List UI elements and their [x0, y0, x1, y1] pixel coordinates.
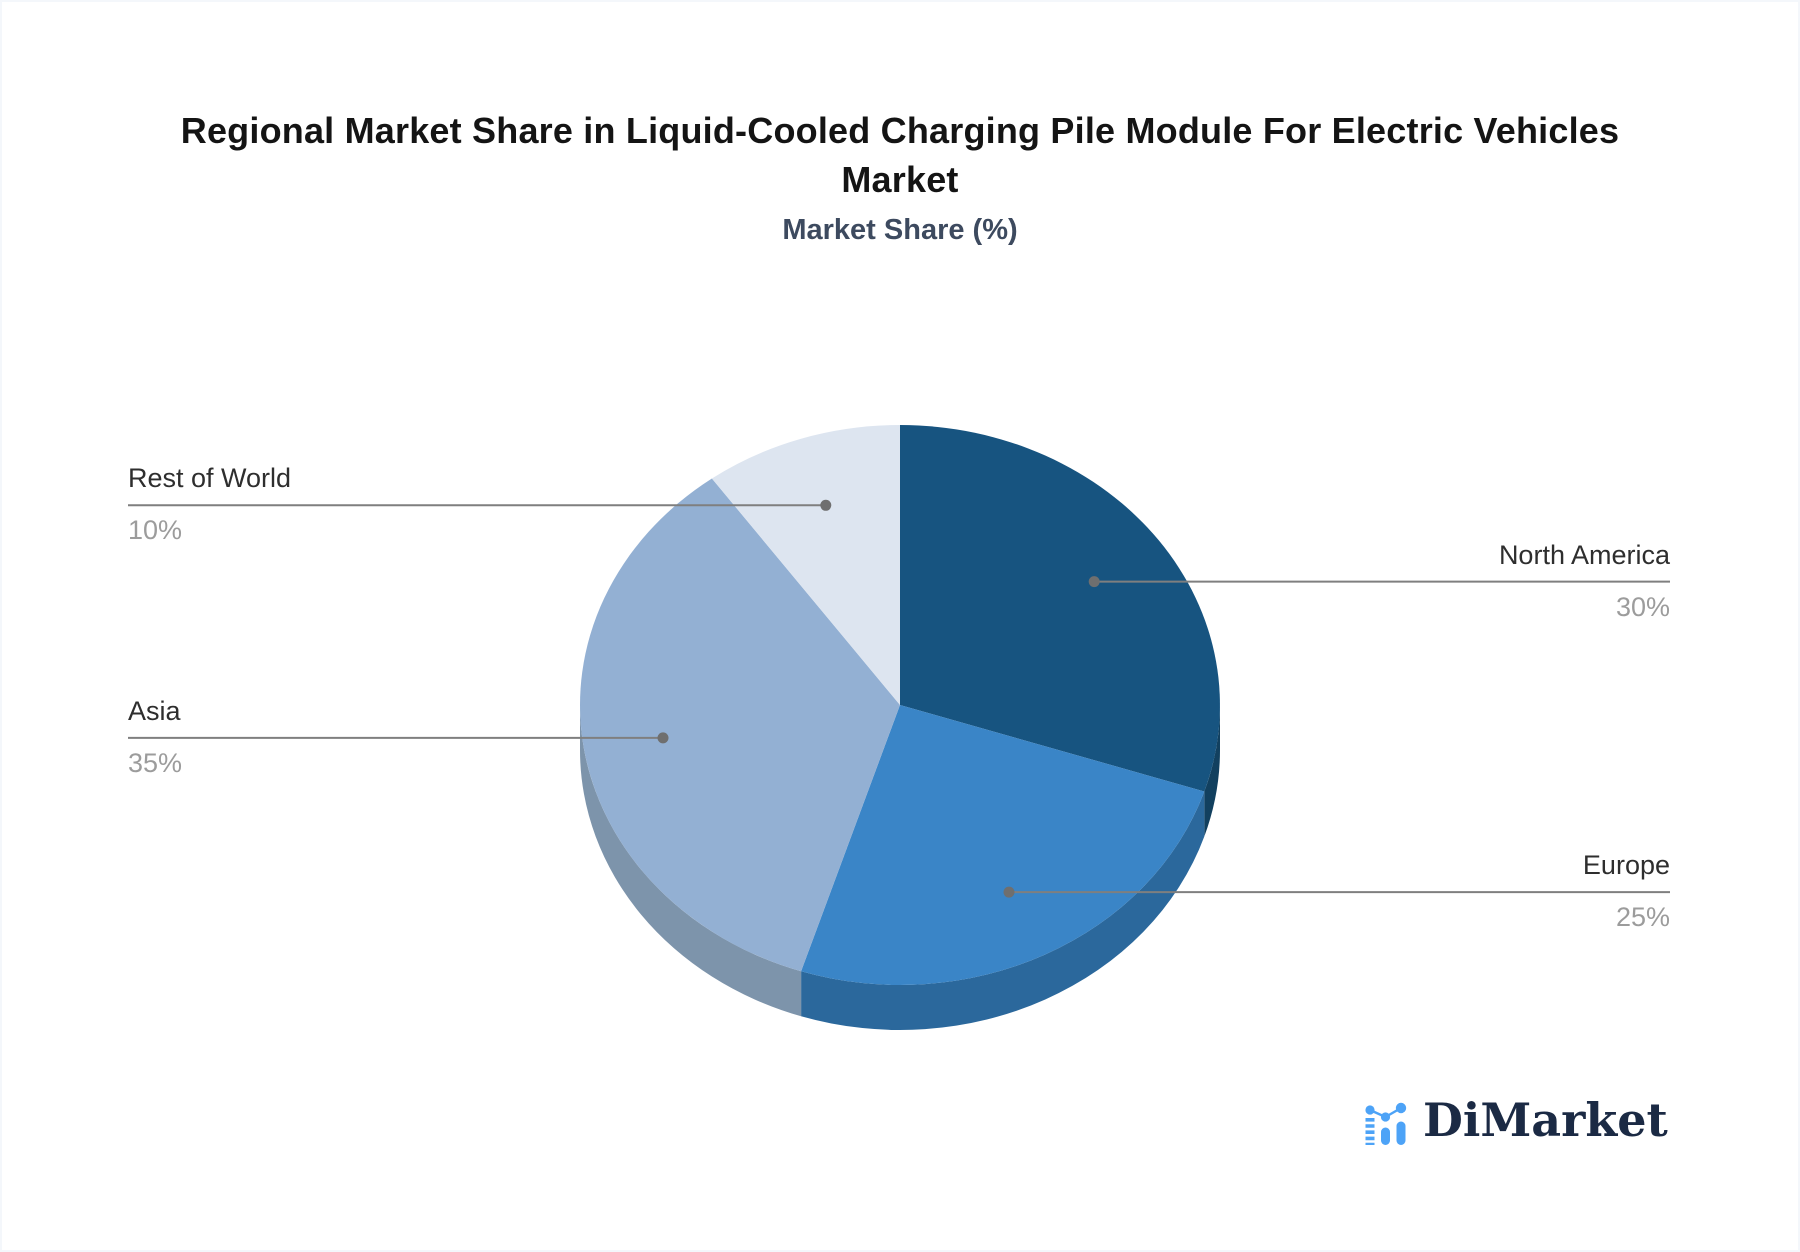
chart-title-line2: Market [841, 159, 959, 200]
pie-slice-asia[interactable] [580, 478, 900, 972]
callout-value-north-america: 30% [1615, 591, 1670, 622]
callout-label-rest-of-world: Rest of World [128, 463, 292, 494]
callout-label-north-america: North America [1498, 539, 1670, 570]
chart-title: Regional Market Share in Liquid-Cooled C… [0, 106, 1800, 204]
pie-slice-europe[interactable] [801, 705, 1205, 985]
chart-title-line1: Regional Market Share in Liquid-Cooled C… [180, 110, 1620, 151]
dimarket-logo-icon [1365, 1102, 1407, 1145]
brand-name: DiMarket [1423, 1093, 1668, 1147]
callout-value-asia: 35% [128, 747, 183, 778]
brand-logo: DiMarket [1364, 1094, 1668, 1148]
chart-subtitle: Market Share (%) [782, 214, 1018, 246]
leader-dot-europe [1003, 886, 1015, 898]
pie-rim-north-america [1204, 705, 1220, 837]
pie-slice-rest-of-world[interactable] [711, 425, 900, 705]
pie-rim-europe [801, 791, 1205, 1030]
pie-slice-north-america[interactable] [900, 425, 1220, 792]
callout-label-europe: Europe [1582, 850, 1670, 881]
callout-value-europe: 25% [1615, 902, 1670, 933]
leader-dot-rest-of-world [820, 499, 832, 511]
callout-label-asia: Asia [128, 695, 181, 726]
leader-dot-asia [657, 732, 669, 744]
leader-dot-north-america [1088, 576, 1100, 588]
callout-value-rest-of-world: 10% [128, 515, 183, 546]
pie-rim-asia [580, 705, 802, 1017]
